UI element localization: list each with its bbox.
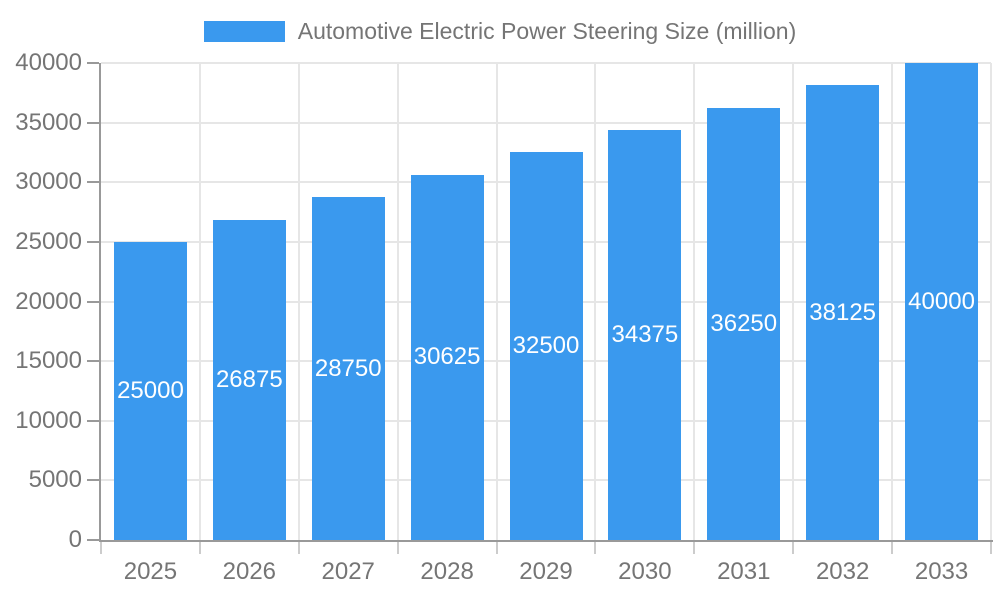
y-axis-tick — [87, 62, 99, 64]
x-tick-label: 2027 — [321, 558, 375, 585]
y-tick-label: 10000 — [15, 406, 82, 434]
y-tick-label: 35000 — [15, 108, 82, 136]
y-tick-label: 15000 — [15, 347, 82, 375]
bar-value-label: 32500 — [512, 332, 580, 360]
bar-value-label: 40000 — [908, 287, 975, 315]
x-axis-tick — [100, 542, 102, 554]
y-axis-line — [99, 63, 101, 542]
y-axis-tick — [87, 181, 99, 184]
bar-value-label: 36250 — [710, 309, 778, 337]
x-tick-label: 2026 — [222, 558, 277, 585]
bar — [509, 152, 583, 540]
legend-label: Automotive Electric Power Steering Size … — [297, 18, 797, 44]
x-tick-label: 2033 — [914, 558, 969, 585]
y-axis-tick — [87, 539, 99, 541]
bar-value-label: 34375 — [611, 321, 679, 349]
y-axis-tick — [87, 479, 99, 482]
x-gridline — [297, 63, 300, 540]
legend-swatch — [203, 21, 285, 42]
x-axis-tick — [891, 542, 894, 554]
x-tick-label: 2025 — [123, 558, 178, 585]
bar — [707, 107, 781, 540]
y-tick-label: 25000 — [15, 227, 82, 255]
x-axis-line — [99, 540, 993, 542]
x-gridline — [990, 63, 992, 540]
y-tick-label: 40000 — [15, 49, 82, 76]
y-tick-label: 20000 — [15, 287, 82, 315]
x-gridline — [594, 63, 597, 540]
y-gridline — [101, 62, 991, 64]
x-gridline — [693, 63, 696, 540]
bar — [212, 219, 286, 540]
x-gridline — [891, 63, 894, 540]
bar — [608, 130, 682, 540]
bar-value-label: 26875 — [215, 365, 283, 393]
bar — [113, 241, 187, 540]
x-axis-tick — [297, 542, 300, 554]
x-axis-tick — [594, 542, 597, 554]
x-gridline — [198, 63, 201, 540]
y-axis-tick — [87, 300, 99, 303]
y-tick-label: 30000 — [15, 168, 82, 196]
x-gridline — [495, 63, 498, 540]
y-axis-tick — [87, 419, 99, 422]
y-axis-tick — [87, 240, 99, 243]
x-tick-label: 2031 — [717, 558, 771, 585]
y-tick-label: 5000 — [28, 466, 82, 494]
bar-value-label: 28750 — [314, 354, 382, 382]
y-gridline — [101, 121, 991, 124]
x-tick-label: 2028 — [420, 558, 474, 585]
x-axis-tick — [792, 542, 795, 554]
x-axis-tick — [396, 542, 399, 554]
x-gridline — [396, 63, 399, 540]
legend-item[interactable]: Automotive Electric Power Steering Size … — [0, 18, 1000, 45]
bar — [410, 174, 484, 540]
x-tick-label: 2032 — [815, 558, 870, 585]
x-axis-tick — [495, 542, 498, 554]
x-axis-tick — [198, 542, 201, 554]
bar-value-label: 38125 — [809, 298, 877, 326]
bar — [806, 85, 880, 540]
x-axis-tick — [990, 542, 992, 554]
bar-value-label: 25000 — [117, 376, 184, 404]
bar — [905, 63, 979, 540]
y-axis-tick — [87, 360, 99, 363]
bar — [311, 197, 385, 540]
bar-value-label: 30625 — [413, 343, 481, 371]
y-tick-label: 0 — [68, 526, 82, 553]
y-axis-tick — [87, 121, 99, 124]
x-gridline — [792, 63, 795, 540]
x-axis-tick — [693, 542, 696, 554]
x-tick-label: 2030 — [618, 558, 672, 585]
x-tick-label: 2029 — [519, 558, 573, 585]
